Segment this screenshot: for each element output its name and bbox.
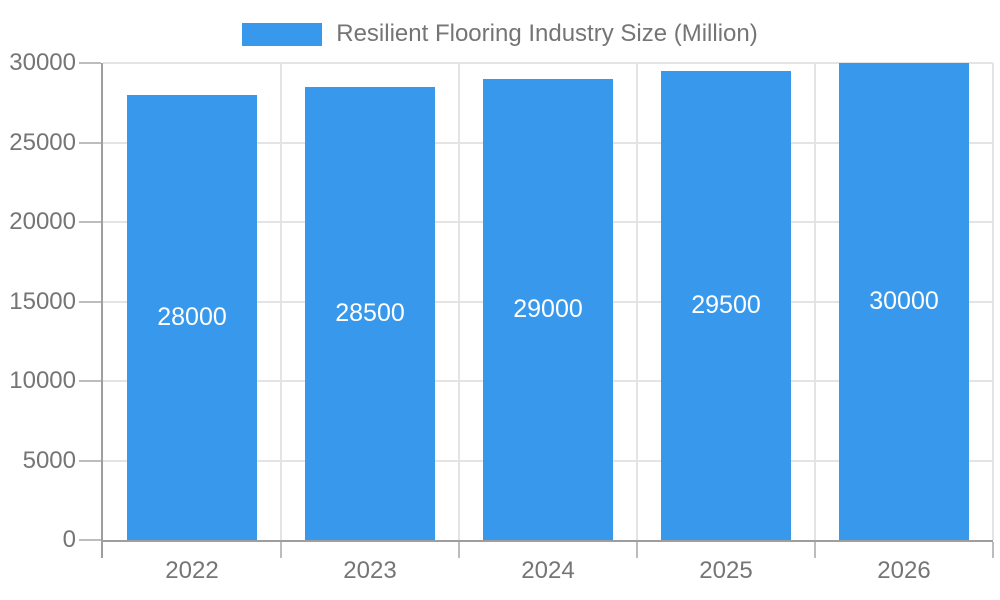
y-tick-mark: [79, 539, 101, 541]
x-axis-tick-label: 2026: [877, 557, 931, 584]
y-tick-mark: [79, 300, 101, 303]
bar-value-label: 28500: [335, 298, 405, 327]
y-tick-mark: [79, 141, 101, 144]
x-axis-line: [101, 540, 993, 542]
v-gridline: [992, 63, 994, 540]
x-axis-tick-label: 2024: [521, 557, 575, 584]
y-axis-tick-label: 20000: [9, 208, 76, 235]
y-axis-tick-label: 10000: [9, 367, 76, 394]
v-gridline: [458, 63, 460, 540]
y-axis-tick-label: 15000: [9, 287, 76, 315]
v-gridline: [280, 63, 282, 540]
h-gridline: [103, 62, 993, 64]
bar-2023[interactable]: 28500: [305, 86, 435, 540]
bar-value-label: 30000: [869, 287, 939, 315]
legend-color-swatch-icon: [242, 22, 323, 46]
legend[interactable]: Resilient Flooring Industry Size (Millio…: [0, 20, 1000, 48]
bar-value-label: 29500: [691, 290, 761, 319]
bar-value-label: 29000: [513, 294, 583, 323]
bar-2022[interactable]: 28000: [127, 94, 257, 540]
v-gridline: [814, 63, 816, 540]
x-tick-mark: [280, 542, 282, 558]
y-tick-mark: [79, 62, 101, 64]
v-gridline: [636, 63, 638, 540]
x-tick-mark: [636, 542, 638, 558]
y-axis-tick-label: 5000: [22, 446, 76, 474]
y-tick-mark: [79, 380, 101, 382]
x-axis-tick-label: 2025: [699, 557, 753, 584]
y-axis-tick-label: 30000: [9, 49, 76, 76]
bar-2025[interactable]: 29500: [661, 70, 791, 540]
x-axis-tick-label: 2022: [165, 557, 219, 584]
bar-2026[interactable]: 30000: [839, 63, 969, 540]
x-tick-mark: [814, 542, 816, 558]
bar-value-label: 28000: [157, 302, 227, 331]
bar-2024[interactable]: 29000: [483, 78, 613, 540]
y-axis-tick-label: 25000: [9, 128, 76, 156]
legend-label: Resilient Flooring Industry Size (Millio…: [336, 20, 758, 47]
x-axis-tick-label: 2023: [343, 557, 397, 584]
y-tick-mark: [79, 459, 101, 462]
x-tick-mark: [458, 542, 460, 558]
y-axis-tick-label: 0: [62, 526, 76, 553]
y-tick-mark: [79, 221, 101, 223]
x-tick-mark: [992, 542, 994, 558]
y-axis-line: [101, 63, 103, 558]
